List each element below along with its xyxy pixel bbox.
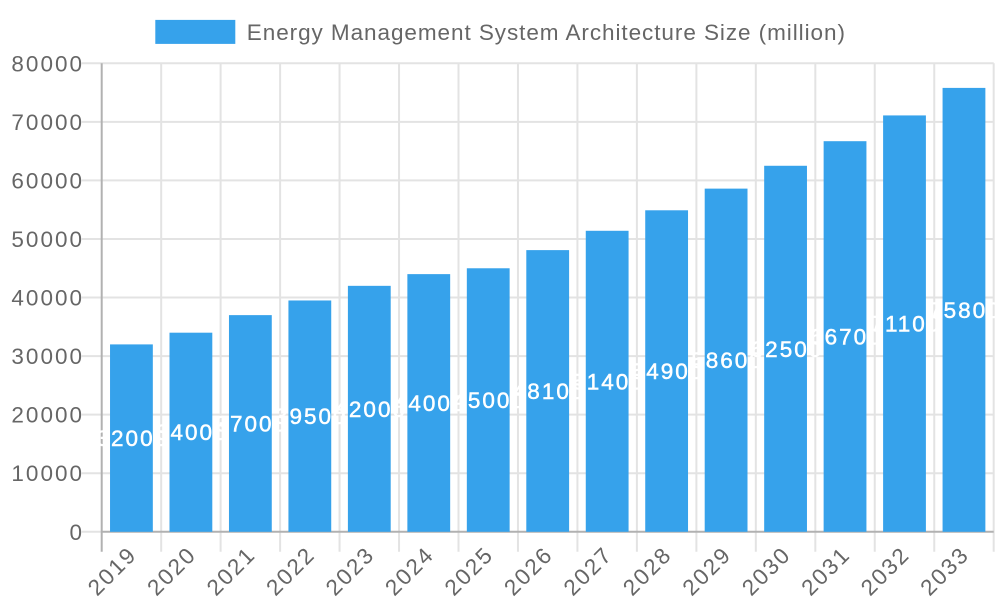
svg-text:48100: 48100 (513, 379, 586, 404)
svg-text:30000: 30000 (11, 344, 84, 369)
svg-text:60000: 60000 (11, 168, 84, 193)
svg-text:40000: 40000 (11, 286, 84, 311)
svg-text:80000: 80000 (11, 51, 84, 76)
svg-text:39500: 39500 (275, 404, 348, 429)
svg-text:51400: 51400 (572, 369, 645, 394)
svg-text:34000: 34000 (156, 420, 229, 445)
svg-text:58600: 58600 (691, 348, 764, 373)
svg-text:54900: 54900 (632, 359, 705, 384)
svg-text:42000: 42000 (334, 397, 407, 422)
svg-text:37000: 37000 (215, 411, 288, 436)
svg-text:71100: 71100 (870, 312, 941, 337)
svg-text:66700: 66700 (810, 324, 883, 349)
svg-text:0: 0 (69, 520, 84, 545)
svg-text:20000: 20000 (11, 403, 84, 428)
svg-text:75800: 75800 (929, 298, 1000, 323)
svg-text:70000: 70000 (11, 110, 84, 135)
svg-text:32000: 32000 (97, 426, 170, 451)
svg-text:Energy Management System Archi: Energy Management System Architecture Si… (247, 20, 846, 45)
svg-text:44000: 44000 (394, 391, 467, 416)
svg-text:62500: 62500 (751, 337, 824, 362)
svg-text:50000: 50000 (11, 227, 84, 252)
svg-text:45000: 45000 (453, 388, 526, 413)
svg-text:10000: 10000 (11, 461, 84, 486)
